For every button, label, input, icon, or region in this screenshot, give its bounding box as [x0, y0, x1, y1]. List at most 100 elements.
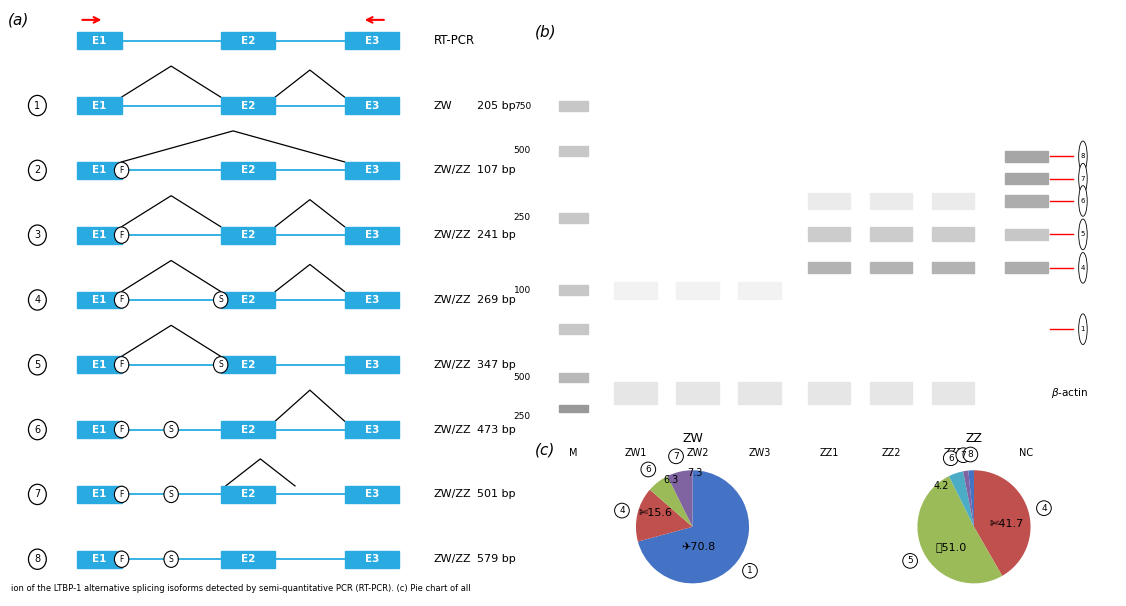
- Circle shape: [1079, 141, 1088, 171]
- Text: ZW1: ZW1: [624, 448, 646, 458]
- Bar: [676, 282, 718, 299]
- Bar: [221, 421, 275, 438]
- Text: ion of the LTBP-1 alternative splicing isoforms detected by semi-quantitative PC: ion of the LTBP-1 alternative splicing i…: [11, 584, 471, 593]
- Text: 1: 1: [34, 101, 41, 110]
- Circle shape: [1079, 185, 1088, 216]
- Text: 6: 6: [1081, 198, 1085, 204]
- Bar: [1006, 173, 1047, 184]
- Circle shape: [641, 462, 655, 477]
- Text: E2: E2: [241, 101, 256, 110]
- Text: 579 bp: 579 bp: [476, 554, 516, 564]
- Text: ✈70.8: ✈70.8: [681, 542, 715, 551]
- Text: E1: E1: [92, 360, 107, 370]
- Wedge shape: [638, 470, 749, 584]
- Bar: [221, 32, 275, 49]
- Text: 347 bp: 347 bp: [476, 360, 516, 370]
- Bar: [676, 382, 718, 404]
- Wedge shape: [968, 470, 974, 527]
- Bar: [558, 285, 588, 295]
- Text: ZW/ZZ: ZW/ZZ: [434, 360, 472, 370]
- Text: 4: 4: [34, 295, 41, 305]
- Circle shape: [28, 290, 46, 310]
- Text: 7: 7: [1081, 176, 1085, 182]
- Text: ZZ2: ZZ2: [882, 448, 901, 458]
- Text: F: F: [119, 425, 124, 434]
- Bar: [1006, 195, 1047, 207]
- Text: ZZ: ZZ: [965, 432, 983, 445]
- Bar: [807, 382, 850, 404]
- Text: E2: E2: [241, 165, 256, 175]
- Circle shape: [164, 551, 178, 567]
- Circle shape: [944, 451, 958, 465]
- Bar: [807, 227, 850, 241]
- Wedge shape: [974, 470, 1030, 576]
- Text: (a): (a): [8, 13, 29, 27]
- Bar: [807, 193, 850, 209]
- Text: (b): (b): [535, 24, 556, 39]
- Text: 3: 3: [34, 230, 41, 240]
- Bar: [931, 382, 974, 404]
- Text: E2: E2: [241, 295, 256, 305]
- Bar: [345, 227, 399, 244]
- Bar: [345, 421, 399, 438]
- Bar: [807, 262, 850, 273]
- Bar: [558, 324, 588, 334]
- Text: ZW/ZZ: ZW/ZZ: [434, 425, 472, 435]
- Text: E2: E2: [241, 360, 256, 370]
- Text: ZW: ZW: [434, 101, 453, 110]
- Bar: [345, 32, 399, 49]
- Text: F: F: [119, 166, 124, 175]
- Bar: [221, 291, 275, 308]
- Circle shape: [28, 160, 46, 181]
- Text: 5: 5: [908, 556, 913, 565]
- Text: 4: 4: [1081, 265, 1085, 271]
- Circle shape: [1079, 314, 1088, 344]
- Text: S: S: [218, 296, 223, 304]
- Text: E2: E2: [241, 554, 256, 564]
- Text: 4.2: 4.2: [933, 481, 949, 491]
- Bar: [77, 97, 122, 114]
- Text: 6: 6: [948, 454, 954, 463]
- Wedge shape: [636, 490, 692, 542]
- Text: E2: E2: [241, 230, 256, 240]
- Text: E1: E1: [92, 36, 107, 45]
- Bar: [1006, 262, 1047, 273]
- Text: 750: 750: [513, 102, 531, 111]
- Bar: [345, 486, 399, 503]
- Bar: [77, 486, 122, 503]
- Text: 250: 250: [513, 213, 531, 222]
- Circle shape: [1079, 219, 1088, 250]
- Circle shape: [115, 551, 128, 567]
- Bar: [77, 227, 122, 244]
- Bar: [77, 356, 122, 373]
- Circle shape: [115, 227, 128, 244]
- Text: 1: 1: [747, 567, 753, 575]
- Bar: [77, 291, 122, 308]
- Bar: [869, 227, 912, 241]
- Text: NC: NC: [1019, 448, 1034, 458]
- Bar: [869, 382, 912, 404]
- Text: E3: E3: [365, 36, 379, 45]
- Text: RT-PCR: RT-PCR: [434, 34, 475, 47]
- Text: 8: 8: [967, 450, 973, 459]
- Bar: [345, 162, 399, 179]
- Bar: [77, 162, 122, 179]
- Circle shape: [28, 225, 46, 245]
- Text: ZZ1: ZZ1: [820, 448, 839, 458]
- Text: 1: 1: [1081, 326, 1085, 332]
- Bar: [77, 551, 122, 568]
- Circle shape: [669, 449, 683, 464]
- Bar: [931, 193, 974, 209]
- Bar: [77, 32, 122, 49]
- Circle shape: [28, 484, 46, 505]
- Text: E3: E3: [365, 425, 379, 435]
- Circle shape: [743, 564, 758, 578]
- Text: ZW/ZZ: ZW/ZZ: [434, 295, 472, 305]
- Wedge shape: [650, 476, 692, 527]
- Bar: [1006, 151, 1047, 162]
- Text: ZW: ZW: [682, 432, 703, 445]
- Text: E1: E1: [92, 554, 107, 564]
- Bar: [221, 551, 275, 568]
- Circle shape: [115, 421, 128, 438]
- Bar: [558, 146, 588, 156]
